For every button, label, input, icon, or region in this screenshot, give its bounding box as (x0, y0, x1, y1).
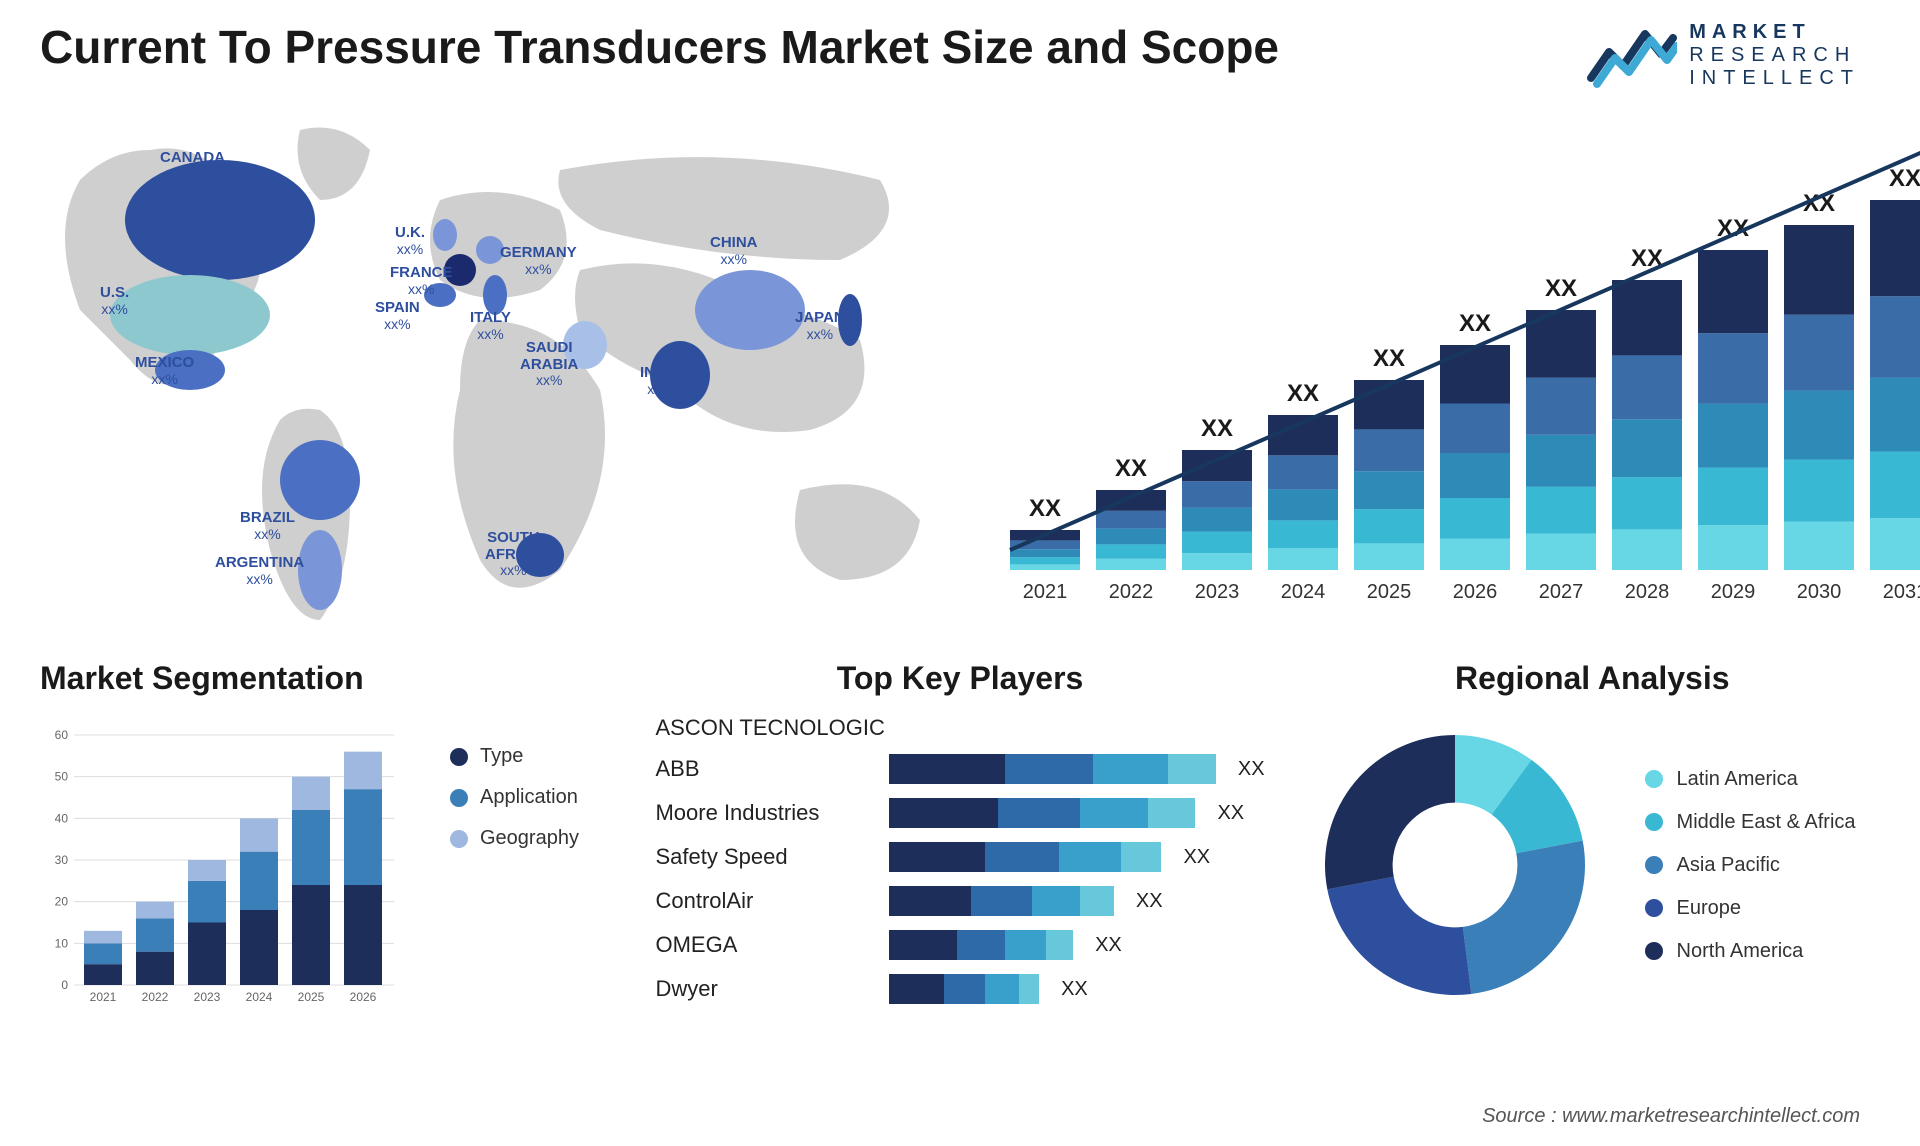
svg-text:2029: 2029 (1711, 581, 1756, 603)
key-player-name: Moore Industries (655, 800, 875, 826)
regional-donut (1305, 715, 1605, 1015)
key-players-title: Top Key Players (655, 660, 1264, 697)
svg-text:30: 30 (55, 853, 69, 867)
key-player-name: OMEGA (655, 932, 875, 958)
regional-legend-item: North America (1645, 940, 1856, 963)
key-player-name: Dwyer (655, 976, 875, 1002)
key-player-bar (889, 798, 1195, 828)
svg-text:XX: XX (1373, 345, 1405, 372)
key-players-list: ASCON TECNOLOGIC ABB XX Moore Industries XX… (655, 715, 1264, 1011)
key-player-bar (889, 930, 1073, 960)
svg-text:2025: 2025 (298, 990, 325, 1004)
source-attribution: Source : www.marketresearchintellect.com (1482, 1105, 1860, 1128)
key-player-name: ABB (655, 756, 875, 782)
svg-text:XX: XX (1201, 415, 1233, 442)
segmentation-legend-item: Type (450, 745, 579, 768)
svg-text:2022: 2022 (1109, 581, 1154, 603)
segmentation-legend-item: Application (450, 786, 579, 809)
svg-text:XX: XX (1115, 455, 1147, 482)
key-player-value: XX (1095, 934, 1122, 957)
svg-text:XX: XX (1287, 380, 1319, 407)
svg-text:2021: 2021 (1023, 581, 1068, 603)
svg-text:XX: XX (1545, 275, 1577, 302)
header: Current To Pressure Transducers Market S… (0, 0, 1920, 90)
svg-text:2028: 2028 (1625, 581, 1670, 603)
svg-text:2023: 2023 (1195, 581, 1240, 603)
svg-text:2026: 2026 (350, 990, 377, 1004)
svg-text:2022: 2022 (142, 990, 169, 1004)
forecast-chart-panel: XX 2021 XX 2022 XX 2023 XX 2024 XX 2025 XX 2026 XX 20… (1000, 110, 1920, 630)
segmentation-chart: 0 10 20 30 40 50 60 2021 2022 2023 2024 2025 2026 (40, 715, 420, 1015)
svg-text:2024: 2024 (246, 990, 273, 1004)
key-player-value: XX (1061, 978, 1088, 1001)
lower-row: Market Segmentation 0 10 20 30 40 50 60 2021 202… (0, 630, 1920, 1015)
key-player-row: Safety Speed XX (655, 835, 1264, 879)
forecast-chart: XX 2021 XX 2022 XX 2023 XX 2024 XX 2025 XX 2026 XX 20… (1000, 130, 1920, 630)
logo-mark-icon (1587, 20, 1677, 90)
regional-panel: Regional Analysis Latin America Middle Ea… (1305, 660, 1880, 1015)
key-player-row: ControlAir XX (655, 879, 1264, 923)
key-players-panel: Top Key Players ASCON TECNOLOGIC ABBXXMo… (655, 660, 1264, 1015)
svg-text:20: 20 (55, 895, 69, 909)
regional-legend-item: Asia Pacific (1645, 854, 1856, 877)
segmentation-legend: Type Application Geography (450, 745, 579, 1015)
svg-text:10: 10 (55, 936, 69, 950)
svg-text:2027: 2027 (1539, 581, 1584, 603)
segmentation-title: Market Segmentation (40, 660, 615, 697)
svg-text:2021: 2021 (90, 990, 117, 1004)
regional-legend-item: Latin America (1645, 768, 1856, 791)
regional-title: Regional Analysis (1305, 660, 1880, 697)
logo-text: MARKET RESEARCH INTELLECT (1689, 21, 1860, 90)
segmentation-panel: Market Segmentation 0 10 20 30 40 50 60 2021 202… (40, 660, 615, 1015)
regional-legend: Latin America Middle East & Africa Asia Pa… (1645, 768, 1856, 963)
svg-text:2031: 2031 (1883, 581, 1920, 603)
logo-line-3: INTELLECT (1689, 67, 1860, 90)
key-players-lead: ASCON TECNOLOGIC (655, 715, 1264, 741)
key-player-value: XX (1238, 758, 1265, 781)
svg-text:2024: 2024 (1281, 581, 1326, 603)
page-title: Current To Pressure Transducers Market S… (40, 20, 1279, 74)
key-player-value: XX (1217, 802, 1244, 825)
svg-text:40: 40 (55, 811, 69, 825)
svg-text:XX: XX (1029, 495, 1061, 522)
svg-text:2023: 2023 (194, 990, 221, 1004)
key-player-bar (889, 754, 1215, 784)
svg-text:XX: XX (1459, 310, 1491, 337)
regional-legend-item: Europe (1645, 897, 1856, 920)
key-player-value: XX (1136, 890, 1163, 913)
key-player-bar (889, 974, 1039, 1004)
upper-row: CANADAxx%U.S.xx%MEXICOxx%BRAZILxx%ARGENT… (0, 90, 1920, 630)
key-player-value: XX (1183, 846, 1210, 869)
world-map-panel: CANADAxx%U.S.xx%MEXICOxx%BRAZILxx%ARGENT… (40, 110, 960, 630)
brand-logo: MARKET RESEARCH INTELLECT (1587, 20, 1860, 90)
key-player-name: ControlAir (655, 888, 875, 914)
logo-line-1: MARKET (1689, 21, 1860, 44)
segmentation-legend-item: Geography (450, 827, 579, 850)
svg-text:50: 50 (55, 770, 69, 784)
key-player-row: Dwyer XX (655, 967, 1264, 1011)
svg-text:2025: 2025 (1367, 581, 1412, 603)
regional-legend-item: Middle East & Africa (1645, 811, 1856, 834)
logo-line-2: RESEARCH (1689, 44, 1860, 67)
svg-text:60: 60 (55, 728, 69, 742)
key-player-row: ABB XX (655, 747, 1264, 791)
world-map (40, 110, 960, 630)
key-player-name: Safety Speed (655, 844, 875, 870)
key-player-bar (889, 842, 1161, 872)
svg-text:XX: XX (1889, 165, 1920, 192)
key-player-bar (889, 886, 1113, 916)
svg-text:0: 0 (61, 978, 68, 992)
svg-text:2026: 2026 (1453, 581, 1498, 603)
svg-text:2030: 2030 (1797, 581, 1842, 603)
key-player-row: OMEGA XX (655, 923, 1264, 967)
key-player-row: Moore Industries XX (655, 791, 1264, 835)
